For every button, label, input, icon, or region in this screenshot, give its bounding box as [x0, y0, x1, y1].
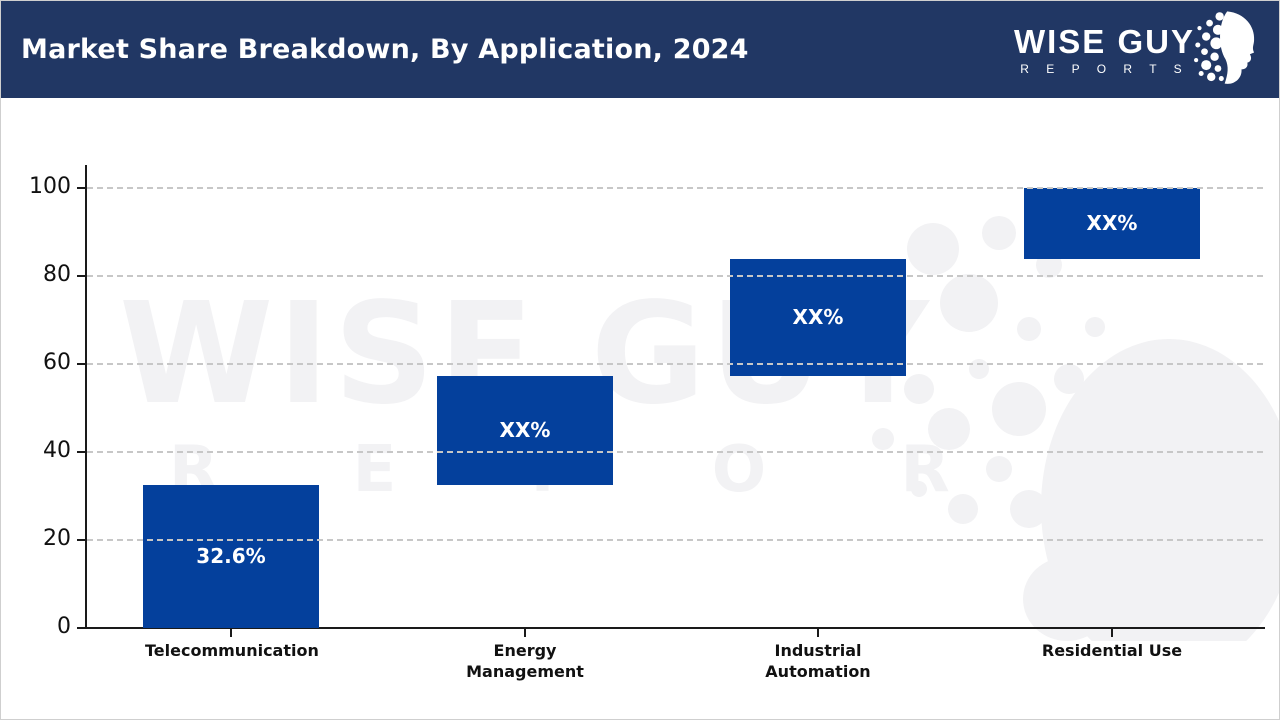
y-axis-tick-label: 60 [43, 350, 71, 375]
y-axis-tick [77, 451, 85, 453]
gridline-40 [87, 451, 1263, 453]
bar-value-label-telecommunication: 32.6% [196, 544, 266, 569]
header: Market Share Breakdown, By Application, … [1, 1, 1279, 98]
y-axis-line [85, 165, 87, 629]
y-axis-tick [77, 627, 85, 629]
brand-logo-text: WISE GUY R E P O R T S [1013, 22, 1195, 76]
bar-value-label-energy-management: XX% [499, 418, 551, 443]
y-axis-tick-label: 0 [57, 614, 71, 639]
y-axis-tick [77, 539, 85, 541]
bar-energy-management [437, 375, 613, 485]
brand-name: WISE GUY [1013, 22, 1195, 60]
x-axis-tick [230, 629, 232, 637]
x-axis-category-label-telecommunication: Telecommunication [145, 641, 319, 660]
y-axis-tick [77, 187, 85, 189]
brand-tagline: R E P O R T S [1020, 61, 1189, 76]
page-title: Market Share Breakdown, By Application, … [21, 34, 749, 65]
brand-face-icon [1194, 11, 1255, 84]
y-axis-tick-label: 40 [43, 438, 71, 463]
brand-logo: WISE GUY R E P O R T S [1014, 7, 1265, 93]
bar-telecommunication [143, 484, 319, 628]
y-axis-tick [77, 275, 85, 277]
bar-industrial-automation [730, 258, 906, 376]
gridline-80 [87, 275, 1263, 277]
x-axis-tick [817, 629, 819, 637]
x-axis-tick [524, 629, 526, 637]
gridline-60 [87, 363, 1263, 365]
x-axis-category-label-energy-management: Energy Management [466, 641, 584, 681]
x-axis-category-label-residential-use: Residential Use [1041, 641, 1183, 660]
x-axis-category-label-industrial-automation: Industrial Automation [765, 641, 871, 681]
y-axis-tick-label: 100 [29, 174, 71, 199]
gridline-20 [87, 539, 1263, 541]
y-axis-tick-label: 80 [43, 262, 71, 287]
watermark-dots-face [872, 216, 1279, 641]
bar-value-label-residential-use: XX% [1086, 211, 1138, 236]
bar-residential-use [1024, 188, 1200, 259]
y-axis-tick [77, 363, 85, 365]
x-axis-line [85, 627, 1265, 629]
y-axis-tick-label: 20 [43, 526, 71, 551]
gridline-100 [87, 187, 1263, 189]
bar-value-label-industrial-automation: XX% [792, 305, 844, 330]
x-axis-tick [1111, 629, 1113, 637]
